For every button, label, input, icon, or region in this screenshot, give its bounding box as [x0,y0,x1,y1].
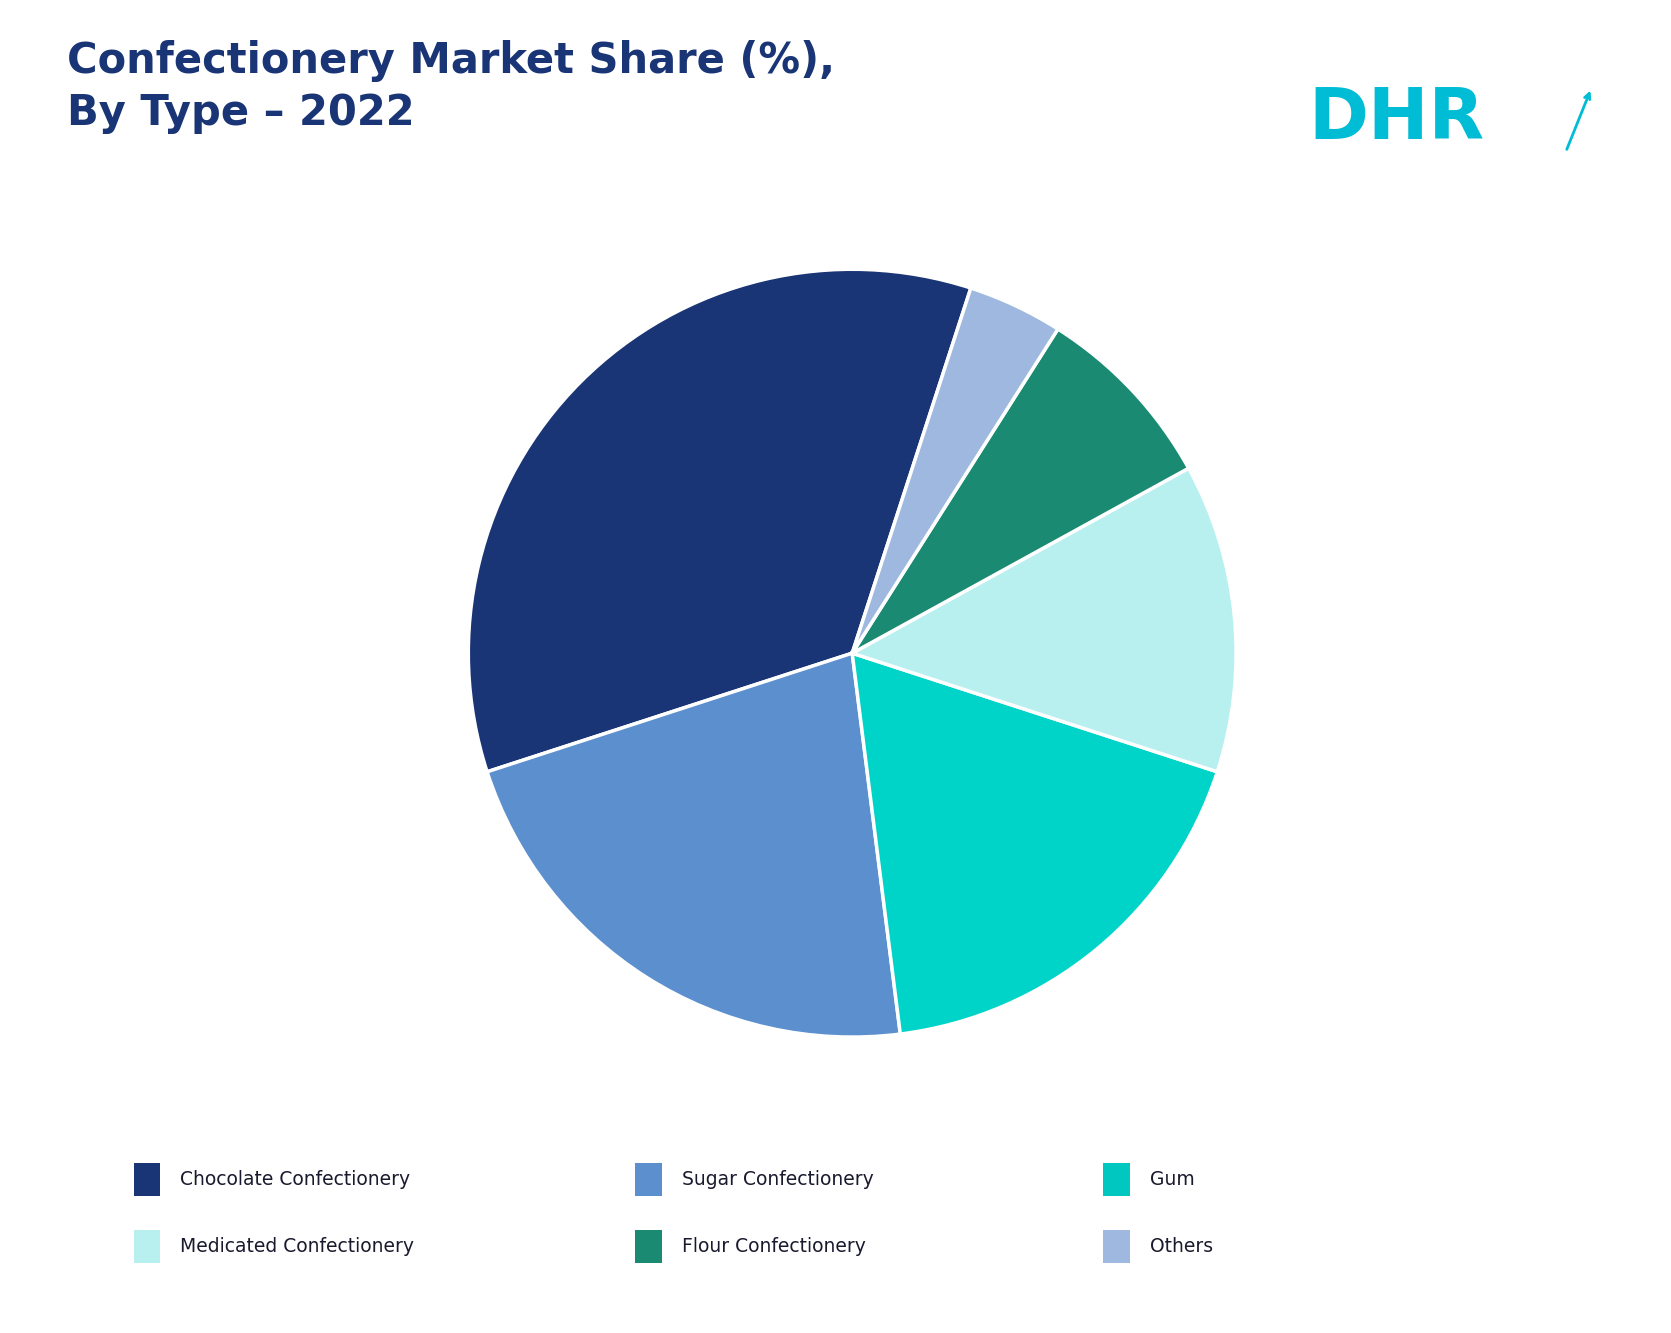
Wedge shape [468,269,971,772]
Text: Confectionery Market Share (%),
By Type – 2022: Confectionery Market Share (%), By Type … [67,40,836,133]
Text: Gum: Gum [1150,1170,1195,1189]
Wedge shape [852,468,1237,772]
Wedge shape [486,653,901,1037]
Wedge shape [852,288,1058,653]
Text: Sugar Confectionery: Sugar Confectionery [682,1170,874,1189]
Wedge shape [852,329,1188,653]
Text: Others: Others [1150,1237,1213,1256]
Text: DHR: DHR [1308,85,1484,155]
Text: Flour Confectionery: Flour Confectionery [682,1237,866,1256]
Text: Medicated Confectionery: Medicated Confectionery [180,1237,414,1256]
Wedge shape [852,653,1218,1034]
Text: Chocolate Confectionery: Chocolate Confectionery [180,1170,411,1189]
